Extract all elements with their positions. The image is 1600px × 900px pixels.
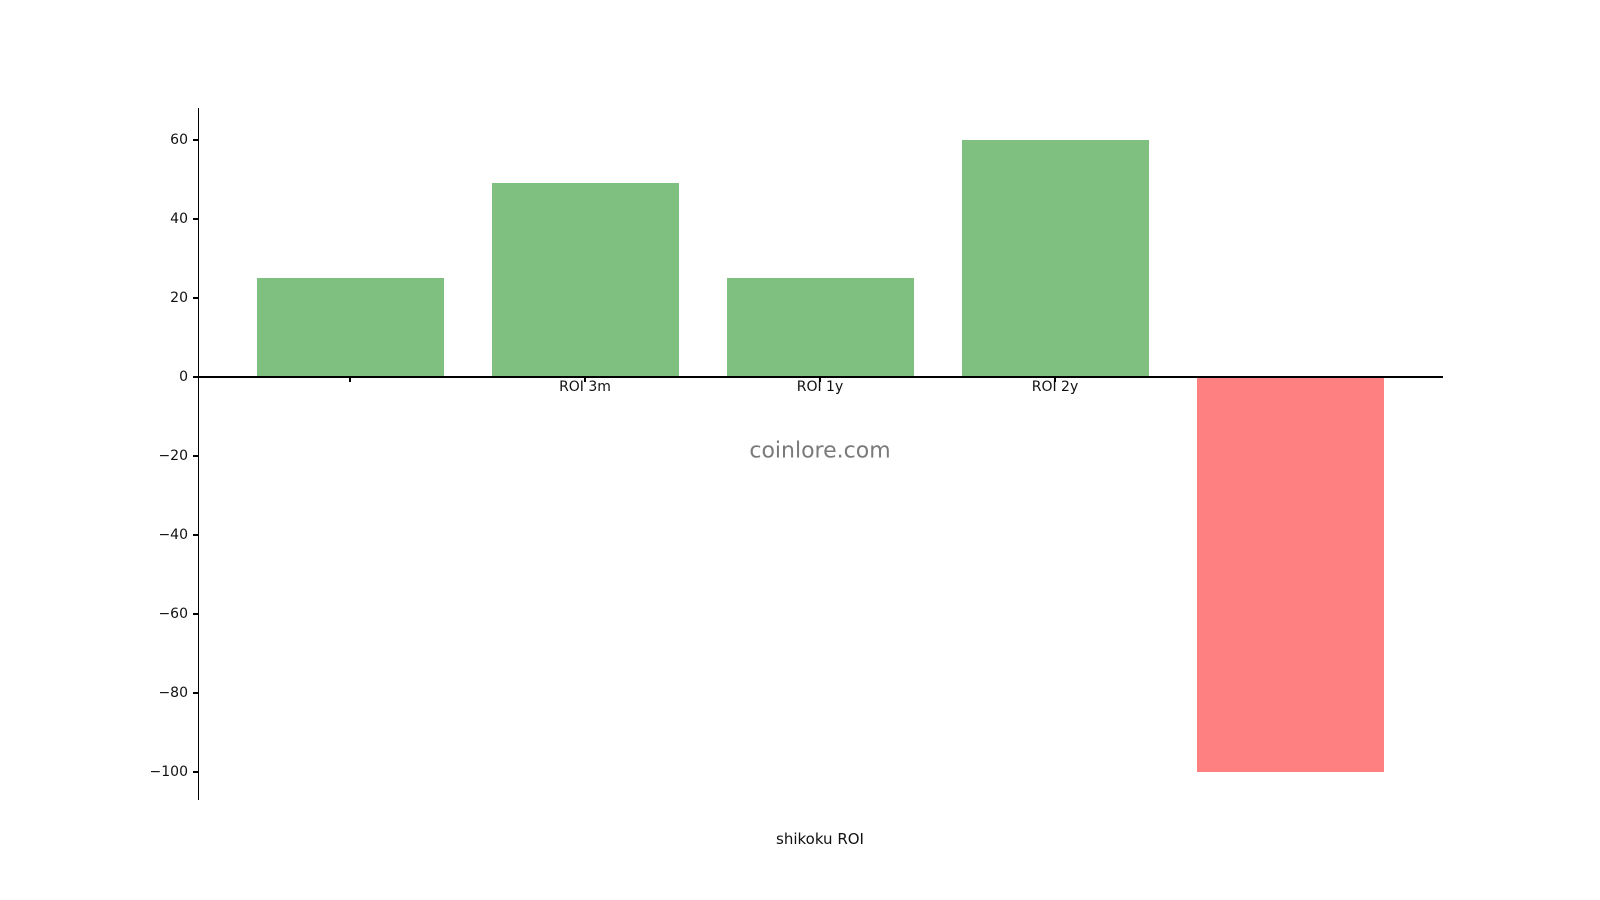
y-tick-mark: [192, 455, 199, 457]
y-tick-label: −40: [158, 527, 188, 543]
y-tick-label: −60: [158, 606, 188, 622]
x-tick-label: ROI 2y: [1031, 378, 1079, 395]
y-tick-mark: [192, 139, 199, 141]
x-tick-label: ROI 1y: [796, 378, 844, 395]
y-tick-label: 60: [170, 132, 188, 148]
y-tick-mark: [192, 218, 199, 220]
y-tick-mark: [192, 376, 199, 378]
x-tick-mark: [819, 377, 821, 382]
x-axis-line: [197, 376, 1443, 378]
y-tick-mark: [192, 297, 199, 299]
bar-roi-1y: [726, 278, 914, 377]
x-tick-mark: [1054, 377, 1056, 382]
watermark: coinlore.com: [749, 438, 891, 464]
x-axis-title: shikoku ROI: [776, 830, 864, 848]
y-tick-label: 0: [179, 369, 188, 385]
y-tick-label: −80: [158, 685, 188, 701]
bar-slot-1: [256, 278, 444, 377]
y-tick-mark: [192, 534, 199, 536]
y-tick-label: −20: [158, 448, 188, 464]
y-tick-mark: [192, 771, 199, 773]
x-tick-label: ROI 3m: [559, 378, 611, 395]
bar-roi-3m: [491, 183, 679, 377]
x-tick-mark: [584, 377, 586, 382]
y-tick-label: 40: [170, 211, 188, 227]
y-tick-label: −100: [149, 764, 188, 780]
bar-slot-5: [1196, 377, 1384, 772]
y-tick-mark: [192, 613, 199, 615]
y-axis-line: [197, 108, 199, 800]
bar-roi-2y: [961, 140, 1149, 377]
y-tick-mark: [192, 692, 199, 694]
y-tick-label: 20: [170, 290, 188, 306]
x-tick-mark: [349, 377, 351, 382]
